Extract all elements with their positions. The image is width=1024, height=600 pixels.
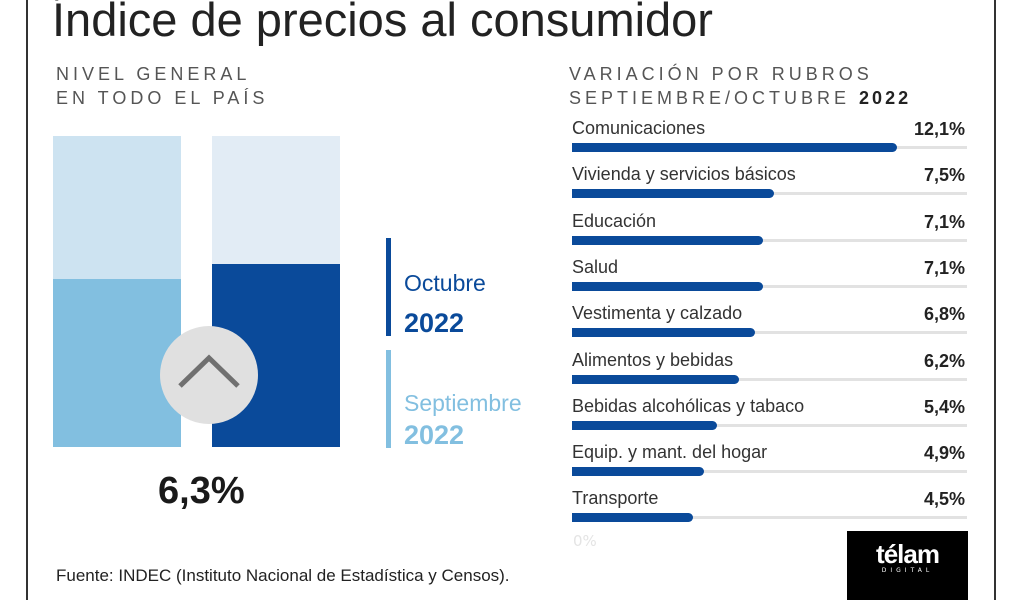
category-row: Bebidas alcohólicas y tabaco 5,4% <box>572 396 967 442</box>
category-bar <box>572 189 774 199</box>
chart-title-year: 2022 <box>859 88 912 108</box>
chart-title-line1: VARIACIÓN POR RUBROS <box>569 64 873 84</box>
category-row: Vivienda y servicios básicos 7,5% <box>572 164 967 210</box>
value-label: 6,2% <box>923 350 965 371</box>
total-variation: 6,3% <box>158 470 245 512</box>
logo-name: télam <box>876 539 940 569</box>
category-bar <box>572 235 763 245</box>
category-bar <box>572 328 755 338</box>
chevron-up-icon <box>160 326 258 424</box>
october-legend-line <box>386 238 391 336</box>
category-row: Equip. y mant. del hogar 4,9% <box>572 442 967 488</box>
september-bar-fill <box>53 279 181 447</box>
chart-title-line2: SEPTIEMBRE/OCTUBRE <box>569 88 851 108</box>
category-label: Equip. y mant. del hogar <box>572 442 768 463</box>
category-bar <box>572 281 763 291</box>
october-legend-year: 2022 <box>404 308 465 338</box>
category-label: Transporte <box>572 488 659 509</box>
page-title: Índice de precios al consumidor <box>52 0 713 46</box>
value-label: 7,1% <box>923 211 965 232</box>
category-bar <box>572 513 693 523</box>
category-label: Salud <box>572 256 619 277</box>
bar-track <box>572 516 967 520</box>
september-legend-line <box>386 350 391 448</box>
axis-zero-label: 0% <box>573 532 597 550</box>
october-legend-month: Octubre <box>404 270 486 296</box>
category-bar <box>572 420 718 430</box>
category-row: Comunicaciones 12,1% <box>572 118 967 164</box>
category-label: Educación <box>572 210 657 231</box>
value-label: 12,1% <box>913 119 965 139</box>
category-row: Educación 7,1% <box>572 211 967 257</box>
left-subtitle: NIVEL GENERAL EN TODO EL PAÍS <box>56 62 268 110</box>
september-bar <box>53 136 181 447</box>
source-note: Fuente: INDEC (Instituto Nacional de Est… <box>56 566 510 585</box>
value-label: 4,9% <box>923 443 965 464</box>
category-label: Vivienda y servicios básicos <box>572 164 796 185</box>
bar-track <box>572 238 967 242</box>
value-label: 7,5% <box>923 165 965 186</box>
september-legend-month: Septiembre <box>404 390 522 416</box>
chart-title: VARIACIÓN POR RUBROS SEPTIEMBRE/OCTUBRE … <box>569 62 911 110</box>
bar-track <box>572 470 967 474</box>
value-label: 5,4% <box>923 396 965 417</box>
telam-logo: télam DIGITAL <box>847 531 968 600</box>
value-label: 7,1% <box>923 257 965 278</box>
frame <box>26 0 996 600</box>
category-bar <box>572 467 704 477</box>
category-bar <box>572 143 898 152</box>
category-row: Alimentos y bebidas 6,2% <box>572 350 967 396</box>
category-label: Bebidas alcohólicas y tabaco <box>572 395 805 416</box>
value-label: 4,5% <box>923 489 965 510</box>
logo-sub: DIGITAL <box>881 567 934 574</box>
left-subtitle-line1: NIVEL GENERAL <box>56 64 251 84</box>
category-label: Alimentos y bebidas <box>572 349 734 370</box>
category-row: Vestimenta y calzado 6,8% <box>572 303 967 349</box>
category-row: Salud 7,1% <box>572 257 967 303</box>
september-legend-year: 2022 <box>404 420 465 450</box>
bar-track <box>572 377 967 381</box>
bar-track <box>572 331 967 335</box>
left-subtitle-line2: EN TODO EL PAÍS <box>56 88 269 108</box>
category-row: Transporte 4,5% <box>572 488 967 534</box>
category-bar <box>572 374 739 384</box>
value-label: 6,8% <box>923 304 965 325</box>
bar-track <box>572 423 967 427</box>
category-label: Comunicaciones <box>572 118 706 138</box>
category-label: Vestimenta y calzado <box>572 303 743 324</box>
bar-track <box>572 284 967 288</box>
